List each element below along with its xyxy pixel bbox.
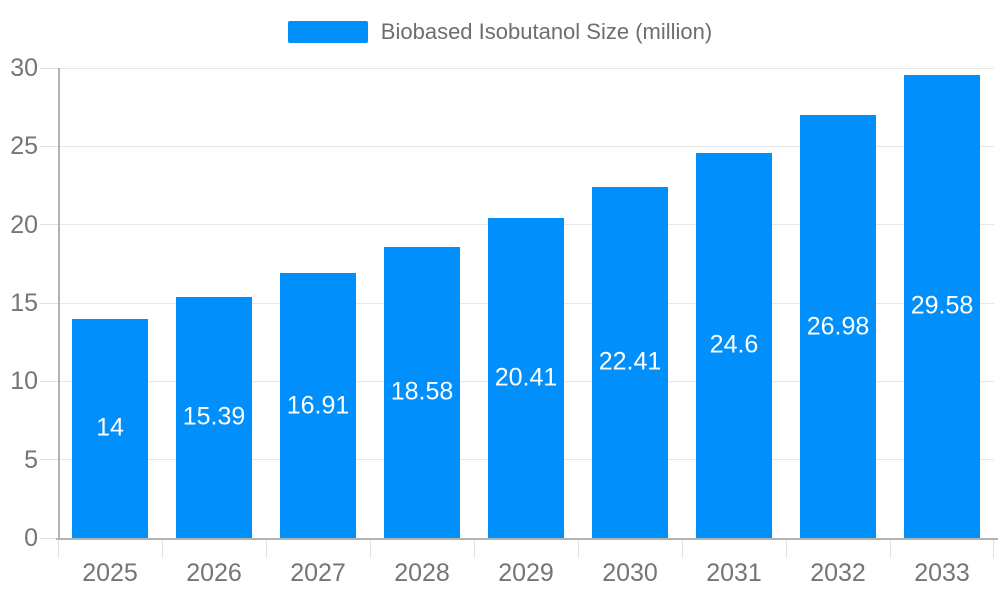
bar-value-label: 14 — [96, 413, 124, 442]
x-axis-label: 2026 — [186, 559, 242, 587]
x-axis-tick — [993, 540, 994, 558]
gridline — [58, 67, 994, 69]
x-axis-tick — [890, 540, 891, 558]
y-axis-label: 15 — [10, 289, 38, 317]
bar-value-label: 15.39 — [182, 402, 246, 431]
bar-value-label: 26.98 — [806, 312, 870, 341]
x-axis-tick — [58, 540, 59, 558]
x-axis-tick — [682, 540, 683, 558]
bar-value-label: 22.41 — [598, 347, 662, 376]
y-axis-label: 20 — [10, 210, 38, 239]
y-axis-label: 5 — [24, 445, 38, 474]
x-axis-label: 2025 — [82, 559, 138, 587]
bar-value-label: 24.6 — [709, 330, 759, 359]
plot-area: 0 5 10 15 20 25 30 14 2025 15.39 2026 16.91 2027 18.5… — [10, 54, 998, 587]
y-axis-tick — [40, 224, 58, 226]
legend-swatch-icon — [287, 21, 368, 43]
x-axis-label: 2032 — [810, 559, 866, 587]
bar[interactable] — [176, 296, 252, 538]
bar[interactable] — [696, 152, 772, 538]
y-axis-tick — [40, 145, 58, 147]
bar-value-label: 20.41 — [494, 363, 558, 392]
x-axis-label: 2029 — [498, 559, 554, 587]
legend-label: Biobased Isobutanol Size (million) — [380, 19, 713, 44]
bar[interactable] — [800, 115, 876, 538]
y-axis-label: 0 — [24, 524, 38, 552]
x-axis-label: 2033 — [914, 559, 970, 587]
y-axis-tick — [40, 67, 58, 69]
x-axis-label: 2030 — [602, 559, 658, 587]
bar[interactable] — [72, 318, 148, 538]
y-axis-tick — [40, 537, 58, 539]
bar-value-label: 18.58 — [390, 377, 454, 406]
x-axis-label: 2027 — [290, 559, 346, 587]
x-axis-tick — [786, 540, 787, 558]
y-axis-label: 30 — [10, 54, 38, 82]
x-axis-tick — [266, 540, 267, 558]
bar[interactable] — [592, 186, 668, 538]
x-axis-tick — [162, 540, 163, 558]
gridline — [58, 145, 994, 147]
bar[interactable] — [384, 246, 460, 538]
bar[interactable] — [904, 74, 980, 538]
y-axis-label: 25 — [10, 132, 38, 161]
x-axis-tick — [474, 540, 475, 558]
y-axis-tick — [40, 459, 58, 461]
x-axis-tick — [370, 540, 371, 558]
y-axis-tick — [40, 302, 58, 304]
legend[interactable]: Biobased Isobutanol Size (million) — [0, 21, 1000, 43]
x-axis-tick — [578, 540, 579, 558]
x-axis-line — [56, 538, 998, 540]
x-axis-label: 2028 — [394, 559, 450, 587]
y-axis-line — [58, 68, 60, 540]
bar-value-label: 16.91 — [286, 391, 350, 420]
y-axis-label: 10 — [10, 367, 38, 396]
bar-value-label: 29.58 — [910, 291, 974, 320]
y-axis-tick — [40, 380, 58, 382]
bar[interactable] — [280, 273, 356, 538]
x-axis-label: 2031 — [706, 559, 762, 587]
bar[interactable] — [488, 218, 564, 538]
